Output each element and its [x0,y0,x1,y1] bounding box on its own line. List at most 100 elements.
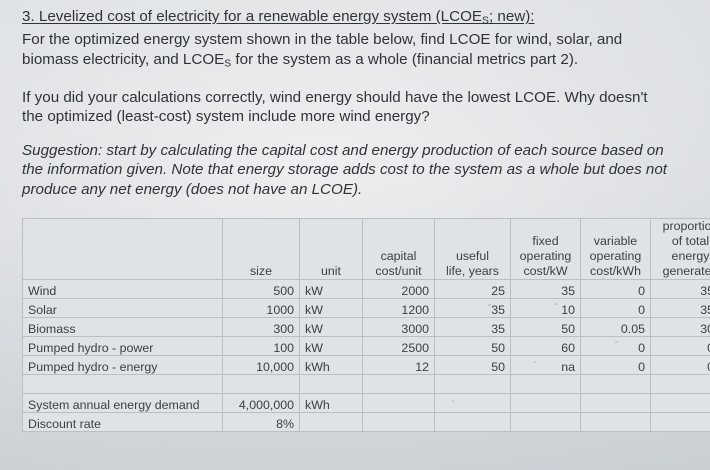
question-title-subscript: S [482,15,489,27]
blank-cell [510,374,581,394]
suggestion-line-1: Suggestion: start by calculating the cap… [22,141,664,159]
cell-biomass-size: 300 [222,317,300,337]
cell-pumped-hydro-energy-capital-cost: 12 [362,355,435,375]
header-cell-proportion: proportion of total energy generated [650,218,710,280]
row-label-pumped-hydro-energy: Pumped hydro - energy [22,355,223,375]
energy-system-table: size unit capital cost/unit useful life,… [22,218,710,432]
prompt-line-2-prefix: biomass electricity, and LCOE [22,50,225,68]
table-row[interactable]: Discount rate 8% [22,412,710,432]
cell-pumped-hydro-power-fixed-om: 60 [510,336,581,356]
blank-cell [362,374,435,394]
cell-pumped-hydro-power-variable-om: 0 [580,336,651,356]
cell-solar-useful-life: 35 [434,298,511,318]
cell-system-annual-energy-demand-value: 4,000,000 [222,393,300,413]
blank-cell [434,374,511,394]
cell-pumped-hydro-power-proportion: 0% [650,336,710,356]
cell-wind-capital-cost: 2000 [362,279,435,299]
row-label-system-annual-energy-demand: System annual energy demand [22,393,223,413]
cell-biomass-variable-om: 0.05 [580,317,651,337]
question-title-suffix: ; new): [488,8,535,25]
cell-solar-fixed-om: 10 [510,298,581,318]
prompt-line-2-suffix: for the system as a whole (financial met… [231,50,579,68]
cell-pumped-hydro-energy-fixed-om: na [510,355,581,375]
cell-pumped-hydro-power-unit: kW [299,336,363,356]
blank-cell [650,412,710,432]
header-variable-line-2: operating [589,249,642,263]
cell-biomass-proportion: 30% [650,317,710,337]
row-label-wind: Wind [22,279,223,299]
header-cell-blank [22,218,223,280]
table-body: Wind 500 kW 2000 25 35 0 35% Solar 1000 … [22,279,710,432]
question-prompt: 3. Levelized cost of electricity for a r… [22,7,690,199]
header-cell-useful-life: useful life, years [434,218,511,280]
cell-solar-proportion: 35% [650,298,710,318]
question-title-prefix: 3. Levelized cost of electricity for a r… [22,8,483,25]
prompt-line-2-subscript: S [224,58,232,70]
blank-cell [434,393,511,413]
prompt-line-1: For the optimized energy system shown in… [22,31,623,49]
cell-biomass-capital-cost: 3000 [362,317,435,337]
blank-cell [434,412,511,432]
header-unit-line-1: unit [321,264,341,278]
header-size-line-1: size [249,264,273,278]
cell-solar-unit: kW [299,298,363,318]
blank-cell [22,374,223,394]
paragraph-gap-1 [22,74,690,88]
cell-wind-unit: kW [299,279,363,299]
cell-pumped-hydro-power-useful-life: 50 [434,336,511,356]
header-capital-line-1: capital [380,249,417,263]
header-life-line-1: useful [455,249,490,263]
row-label-discount-rate: Discount rate [22,412,223,432]
row-label-pumped-hydro-power: Pumped hydro - power [22,336,223,356]
cell-pumped-hydro-energy-variable-om: 0 [580,355,651,375]
table-row[interactable]: System annual energy demand 4,000,000 kW… [22,393,710,413]
table-blank-row[interactable] [22,374,710,394]
cell-discount-rate-unit [299,412,363,432]
cell-pumped-hydro-energy-unit: kWh [299,355,363,375]
blank-cell [510,412,581,432]
table-row[interactable]: Wind 500 kW 2000 25 35 0 35% [22,279,710,299]
cell-wind-useful-life: 25 [434,279,511,299]
cell-wind-proportion: 35% [650,279,710,299]
cell-wind-size: 500 [222,279,300,299]
table-row[interactable]: Solar 1000 kW 1200 35 10 0 35% [22,298,710,318]
paragraph-gap-2 [22,127,690,141]
cell-system-annual-energy-demand-unit: kWh [299,393,363,413]
header-life-line-2: life, years [445,264,500,278]
blank-cell [650,374,710,394]
blank-cell [580,393,651,413]
cell-pumped-hydro-energy-proportion: 0% [650,355,710,375]
prompt-line-4: the optimized (least-cost) system includ… [22,108,430,126]
header-cell-fixed-om: fixed operating cost/kW [510,218,581,280]
cell-solar-capital-cost: 1200 [362,298,435,318]
cell-wind-fixed-om: 35 [510,279,581,299]
suggestion-line-3: produce any net energy (does not have an… [22,180,363,198]
suggestion-line-2: the information given. Note that energy … [22,161,668,179]
blank-cell [362,393,435,413]
cell-discount-rate-value: 8% [222,412,300,432]
row-label-solar: Solar [22,298,223,318]
table-header-row: size unit capital cost/unit useful life,… [22,218,710,280]
cell-wind-variable-om: 0 [580,279,651,299]
cell-pumped-hydro-power-capital-cost: 2500 [362,336,435,356]
blank-cell [580,412,651,432]
blank-cell [299,374,363,394]
table-row[interactable]: Biomass 300 kW 3000 35 50 0.05 30% [22,317,710,337]
header-proportion-line-2: of total [671,234,710,248]
header-cell-unit: unit [299,218,363,280]
cell-solar-size: 1000 [222,298,300,318]
header-fixed-line-1: fixed [532,234,559,248]
header-proportion-line-1: proportion [662,219,710,234]
blank-cell [222,374,300,394]
table-row[interactable]: Pumped hydro - power 100 kW 2500 50 60 0… [22,336,710,356]
header-fixed-line-2: operating [519,249,572,263]
cell-biomass-useful-life: 35 [434,317,511,337]
cell-pumped-hydro-power-size: 100 [222,336,300,356]
blank-cell [580,374,651,394]
header-cell-size: size [222,218,300,280]
question-title: 3. Levelized cost of electricity for a r… [22,7,690,30]
header-fixed-line-3: cost/kW [523,264,568,278]
header-proportion-line-4: generated [662,264,710,278]
table-row[interactable]: Pumped hydro - energy 10,000 kWh 12 50 n… [22,355,710,375]
